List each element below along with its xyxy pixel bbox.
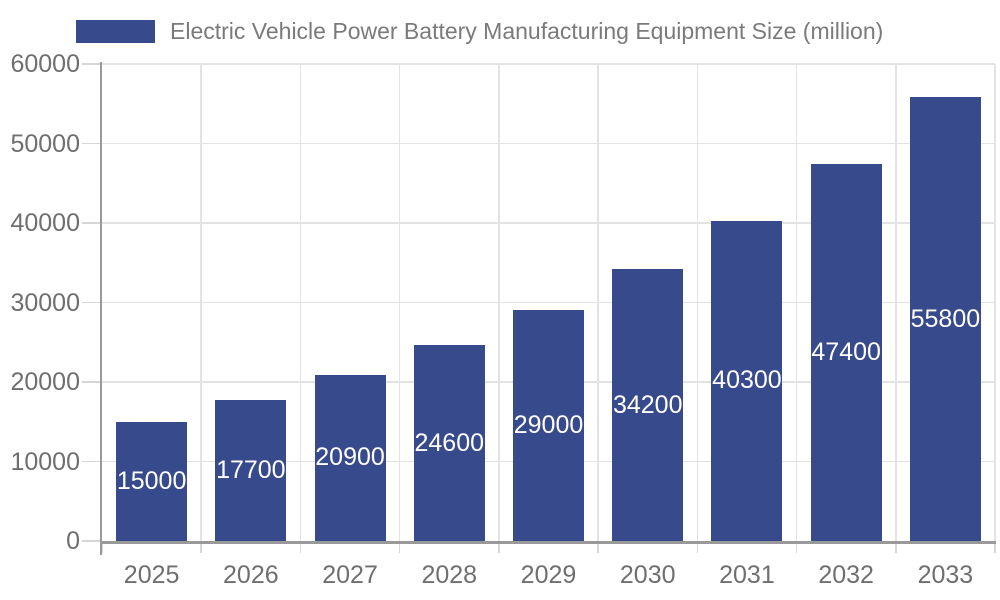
x-axis-tick [696,541,699,553]
chart-legend-item[interactable]: Electric Vehicle Power Battery Manufactu… [76,20,883,43]
y-axis-tick-label: 20000 [10,368,80,396]
bar: 24600 [413,345,485,541]
bar-value-label: 47400 [811,338,881,367]
x-axis-tick [597,541,599,553]
grid-line-vertical [597,64,599,541]
x-axis-tick [200,541,202,553]
bar-value-label: 20900 [315,443,385,472]
bar-value-label: 34200 [612,390,683,419]
bar-value-label: 15000 [116,466,187,495]
y-axis-tick-label: 40000 [10,209,80,237]
bar: 55800 [909,97,981,541]
grid-line-vertical [994,64,996,541]
bar: 40300 [711,220,783,541]
y-axis-tick [82,142,102,145]
grid-line-vertical [299,64,302,541]
x-axis-tick [994,541,996,553]
y-axis-tick-label: 10000 [10,447,80,476]
y-axis-line [100,62,102,555]
x-axis-tick [795,541,798,553]
x-axis-tick [895,541,897,553]
bar-value-label: 55800 [910,304,981,333]
x-axis-tick-label: 2028 [421,561,478,589]
bar: 34200 [612,269,684,541]
y-axis-tick [82,222,102,224]
grid-line-vertical [696,64,699,541]
bar: 17700 [215,400,287,541]
x-axis-tick-label: 2030 [619,561,676,589]
bar: 29000 [513,310,584,541]
x-axis-tick [101,541,103,553]
x-axis-tick [299,541,302,553]
y-axis-tick [82,63,102,65]
y-axis-tick-label: 30000 [10,288,80,317]
bar: 47400 [810,164,882,541]
grid-line-vertical [498,64,500,541]
bar-value-label: 17700 [216,456,286,485]
y-axis-tick-label: 50000 [10,129,80,158]
grid-line-vertical [795,64,798,541]
y-axis-tick-label: 0 [66,527,80,555]
grid-line-vertical [398,64,401,541]
y-axis-tick-label: 60000 [10,50,80,78]
y-axis-tick [82,460,102,463]
x-axis-tick-label: 2026 [223,561,279,589]
x-axis-tick-label: 2033 [917,561,974,589]
bar-value-label: 40300 [712,366,782,395]
x-axis-tick [398,541,401,553]
grid-line-horizontal [102,301,995,304]
grid-line-horizontal [102,222,995,224]
grid-line-vertical [200,64,202,541]
x-axis-tick-label: 2032 [818,561,874,589]
x-axis-tick-label: 2031 [719,561,775,589]
y-axis-tick [82,301,102,304]
bar-value-label: 29000 [513,411,584,440]
grid-line-horizontal [102,63,995,65]
y-axis-tick [82,540,102,542]
x-axis-tick [498,541,500,553]
x-axis-line [100,541,996,544]
bar-value-label: 24600 [414,428,485,457]
legend-swatch-icon [76,20,155,43]
x-axis-tick-label: 2029 [520,561,577,589]
bar: 15000 [116,421,188,541]
legend-label: Electric Vehicle Power Battery Manufactu… [170,18,884,44]
y-axis-tick [82,381,102,383]
grid-line-horizontal [102,142,995,145]
bar: 20900 [314,374,386,541]
x-axis-tick-label: 2025 [123,561,180,589]
grid-line-vertical [895,64,897,541]
x-axis-tick-label: 2027 [322,561,378,589]
